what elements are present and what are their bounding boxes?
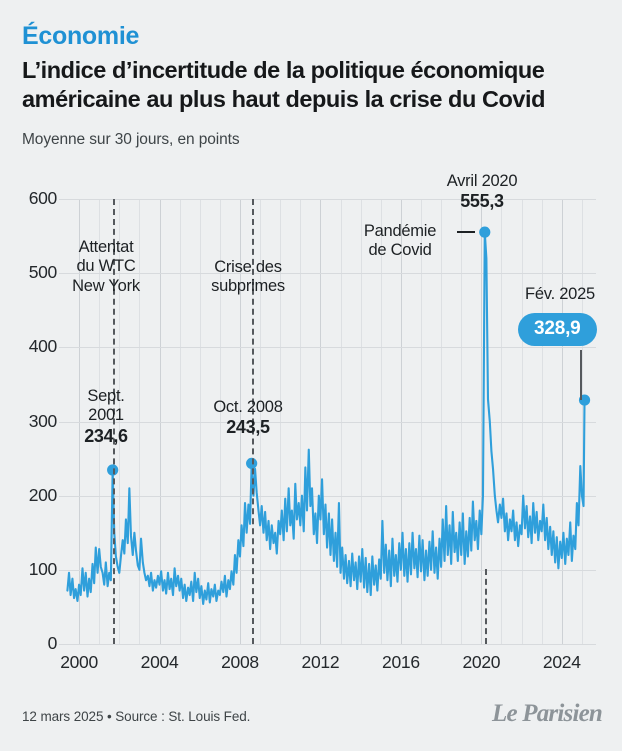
covid-leader-line — [457, 231, 475, 233]
annotation-covid: Pandémie de Covid — [363, 222, 437, 260]
event-marker-line — [484, 569, 487, 644]
source-credit: 12 mars 2025 • Source : St. Louis Fed. — [22, 709, 251, 724]
chart-horizontal-gridline — [59, 569, 596, 571]
event-marker-line — [112, 199, 115, 644]
x-axis-tick-label: 2008 — [221, 652, 259, 672]
y-axis-tick-label: 100 — [28, 558, 58, 579]
x-axis-tick-label: 2004 — [140, 652, 179, 672]
y-axis-tick-label: 400 — [28, 336, 58, 357]
annotation-oct-2008: Oct. 2008 243,5 — [213, 398, 283, 438]
publisher-logo: Le Parisien — [492, 700, 603, 727]
chart-horizontal-gridline — [59, 644, 596, 645]
annotation-subprimes: Crise des subprimes — [211, 258, 285, 296]
chart-plot-area — [59, 199, 596, 645]
y-axis-tick-label: 600 — [28, 188, 58, 208]
section-kicker: Économie — [22, 22, 140, 50]
fev-2025-value-badge: 328,9 — [518, 313, 597, 346]
chart-horizontal-gridline — [59, 495, 596, 497]
annotation-avril-2020: Avril 2020 555,3 — [446, 172, 518, 212]
chart-horizontal-gridline — [59, 347, 596, 349]
x-axis-tick-label: 2024 — [542, 652, 581, 672]
x-axis-tick-label: 2012 — [301, 652, 340, 672]
highlight-data-point — [479, 226, 491, 238]
event-marker-line — [251, 199, 254, 644]
chart-horizontal-gridline — [59, 199, 596, 200]
chart-subtitle: Moyenne sur 30 jours, en points — [22, 131, 240, 148]
fev-2025-stem — [580, 350, 582, 401]
y-axis-tick-label: 300 — [28, 410, 58, 431]
annotation-wtc: Attentat du WTC New York — [72, 238, 140, 295]
x-axis-tick-label: 2000 — [60, 652, 98, 672]
x-axis-tick-label: 2020 — [462, 652, 501, 672]
chart-horizontal-gridline — [59, 421, 596, 423]
highlight-data-point — [578, 394, 591, 406]
page-title: L’indice d’incertitude de la politique é… — [22, 57, 545, 112]
chart-horizontal-gridline — [59, 273, 596, 275]
y-axis-tick-label: 0 — [47, 633, 58, 653]
annotation-fev-2025-label: Fév. 2025 — [525, 285, 595, 303]
y-axis-tick-label: 500 — [28, 262, 58, 283]
x-axis-tick-label: 2016 — [382, 652, 420, 672]
y-axis-tick-label: 200 — [28, 484, 58, 505]
annotation-sept-2001: Sept. 2001 234,6 — [84, 387, 128, 446]
